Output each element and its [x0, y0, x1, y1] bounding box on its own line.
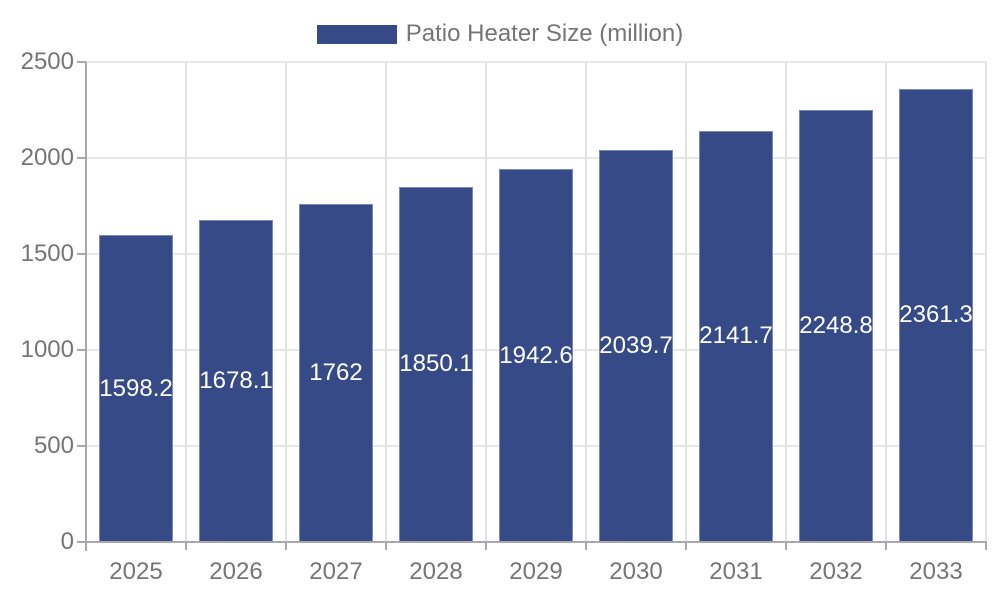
bar-2026[interactable] — [199, 219, 273, 542]
y-axis-line — [85, 62, 87, 551]
gridline-vertical — [585, 62, 587, 542]
y-axis-label: 1500 — [20, 240, 74, 267]
x-axis-tick — [785, 541, 787, 550]
y-axis-label: 2500 — [20, 48, 74, 75]
x-axis-line — [77, 541, 986, 543]
bar-2030[interactable] — [599, 150, 673, 542]
bar-2027[interactable] — [299, 203, 373, 542]
y-axis-tick — [77, 157, 86, 159]
gridline-vertical — [385, 62, 387, 542]
y-axis-label: 500 — [33, 432, 74, 459]
gridline-vertical — [185, 62, 187, 542]
bar-value-label: 2141.7 — [699, 322, 773, 350]
x-axis-tick — [985, 541, 987, 550]
bar-value-label: 2248.8 — [799, 312, 873, 340]
x-axis-label: 2026 — [209, 558, 263, 585]
gridline-horizontal — [86, 61, 986, 63]
bar-2031[interactable] — [699, 130, 773, 542]
x-axis-label: 2029 — [509, 558, 563, 585]
y-axis-label: 1000 — [20, 336, 74, 363]
bar-value-label: 1850.1 — [399, 350, 473, 378]
gridline-vertical — [485, 62, 487, 542]
bar-value-label: 1678.1 — [199, 366, 273, 394]
x-axis-tick — [585, 541, 587, 550]
legend-swatch — [316, 24, 397, 44]
gridline-vertical — [985, 62, 987, 542]
y-axis-label: 2000 — [20, 144, 74, 171]
gridline-vertical — [885, 62, 887, 542]
x-axis-tick — [885, 541, 887, 550]
gridline-vertical — [685, 62, 687, 542]
bar-value-label: 1598.2 — [99, 374, 173, 402]
legend-item[interactable]: Patio Heater Size (million) — [0, 22, 1000, 46]
y-axis-tick — [77, 253, 86, 255]
x-axis-label: 2030 — [609, 558, 663, 585]
gridline-vertical — [285, 62, 287, 542]
x-axis-label: 2027 — [309, 558, 363, 585]
bar-2028[interactable] — [399, 186, 473, 542]
gridline-vertical — [785, 62, 787, 542]
bar-value-label: 2039.7 — [599, 332, 673, 360]
y-axis-tick — [77, 349, 86, 351]
x-axis-tick — [185, 541, 187, 550]
bar-2029[interactable] — [499, 169, 573, 542]
gridline-horizontal — [86, 157, 986, 159]
x-axis-label: 2025 — [109, 558, 163, 585]
y-axis-label: 0 — [60, 528, 74, 555]
x-axis-label: 2032 — [809, 558, 863, 585]
x-axis-tick — [485, 541, 487, 550]
y-axis-tick — [77, 61, 86, 63]
bar-value-label: 1762 — [309, 358, 363, 386]
legend-label: Patio Heater Size (million) — [405, 20, 684, 47]
x-axis-label: 2031 — [709, 558, 763, 585]
bar-value-label: 1942.6 — [499, 341, 573, 369]
bar-value-label: 2361.3 — [899, 301, 973, 329]
x-axis-tick — [685, 541, 687, 550]
x-axis-tick — [385, 541, 387, 550]
bar-2032[interactable] — [799, 110, 873, 542]
y-axis-tick — [77, 445, 86, 447]
bar-2033[interactable] — [899, 88, 973, 542]
x-axis-tick — [285, 541, 287, 550]
bar-2025[interactable] — [99, 235, 173, 542]
x-axis-label: 2028 — [409, 558, 463, 585]
x-axis-label: 2033 — [909, 558, 963, 585]
